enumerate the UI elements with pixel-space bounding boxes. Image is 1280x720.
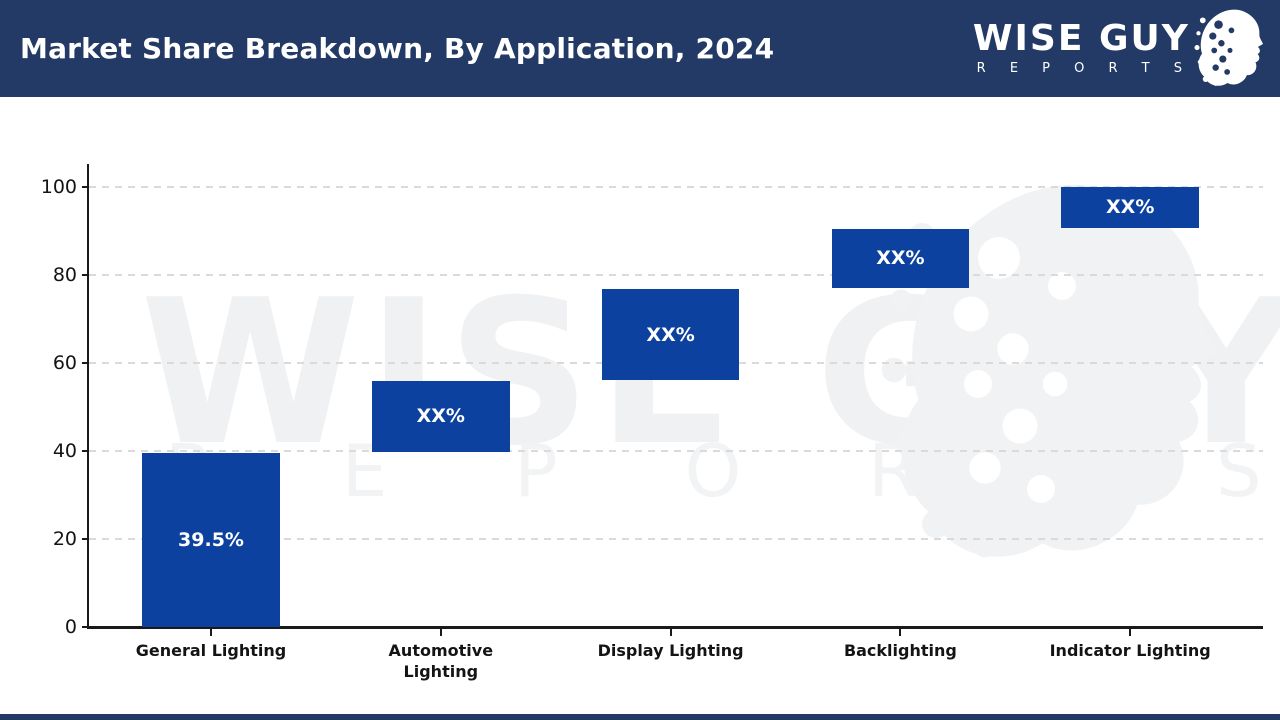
bar-segment: 39.5% (142, 453, 280, 627)
category-label: General Lighting (135, 641, 287, 660)
category-label: Indicator Lighting (1049, 641, 1211, 660)
brand-name: WISE GUY (972, 18, 1190, 59)
bar-value-label: XX% (1106, 196, 1155, 219)
brand-subname: R E P O R T S (976, 61, 1192, 76)
y-axis-tick (82, 449, 89, 452)
bar-segment: XX% (1061, 186, 1199, 229)
bar-value-label: 39.5% (178, 529, 244, 552)
bar-value-label: XX% (646, 323, 695, 346)
bar-segment: XX% (601, 289, 740, 380)
x-axis-tick (210, 629, 212, 636)
y-tick-label: 40 (52, 439, 77, 462)
x-axis-tick (669, 629, 672, 636)
category-label: Display Lighting (597, 641, 744, 660)
y-axis-tick (82, 626, 89, 628)
y-tick-label: 80 (52, 263, 77, 286)
y-axis-tick (82, 537, 89, 540)
x-axis-line (87, 626, 1263, 629)
y-axis-tick (82, 273, 89, 276)
chart-area: WISE GUY R E P O R T S 0 20 40 60 80 100 Gener… (0, 97, 1280, 714)
y-axis-tick (82, 185, 89, 188)
gridline-20 (89, 537, 1263, 540)
bar-layer: 39.5% XX% XX% XX% XX% (0, 97, 1280, 714)
bar-value-label: XX% (876, 247, 925, 270)
y-tick-label: 100 (40, 175, 77, 198)
x-axis-tick (899, 629, 902, 636)
x-axis-tick (1129, 629, 1132, 636)
header: Market Share Breakdown, By Application, … (0, 0, 1280, 97)
y-axis-tick (82, 361, 89, 364)
bar-segment: XX% (831, 228, 970, 288)
brand-logo: WISE GUY R E P O R T S (971, 0, 1266, 97)
gridline-80 (89, 273, 1263, 276)
gridline-100 (89, 185, 1263, 188)
bar-value-label: XX% (416, 405, 465, 428)
y-tick-label: 20 (52, 527, 77, 550)
bar-segment: XX% (372, 380, 510, 452)
y-tick-label: 60 (52, 351, 77, 374)
brand-text: WISE GUY R E P O R T S (971, 18, 1192, 77)
wiseguy-face-logo-icon (1194, 9, 1263, 86)
y-tick-label: 0 (64, 616, 77, 638)
x-axis-tick (439, 629, 442, 636)
page-title: Market Share Breakdown, By Application, … (20, 32, 775, 65)
axis-layer: 0 20 40 60 80 100 General Lighting Automotive Li… (0, 97, 1280, 714)
footer-bar (0, 714, 1280, 720)
category-label: Automotive Lighting (388, 641, 494, 681)
category-label: Backlighting (843, 641, 957, 660)
y-axis-line (87, 164, 89, 629)
gridline-40 (89, 449, 1263, 452)
